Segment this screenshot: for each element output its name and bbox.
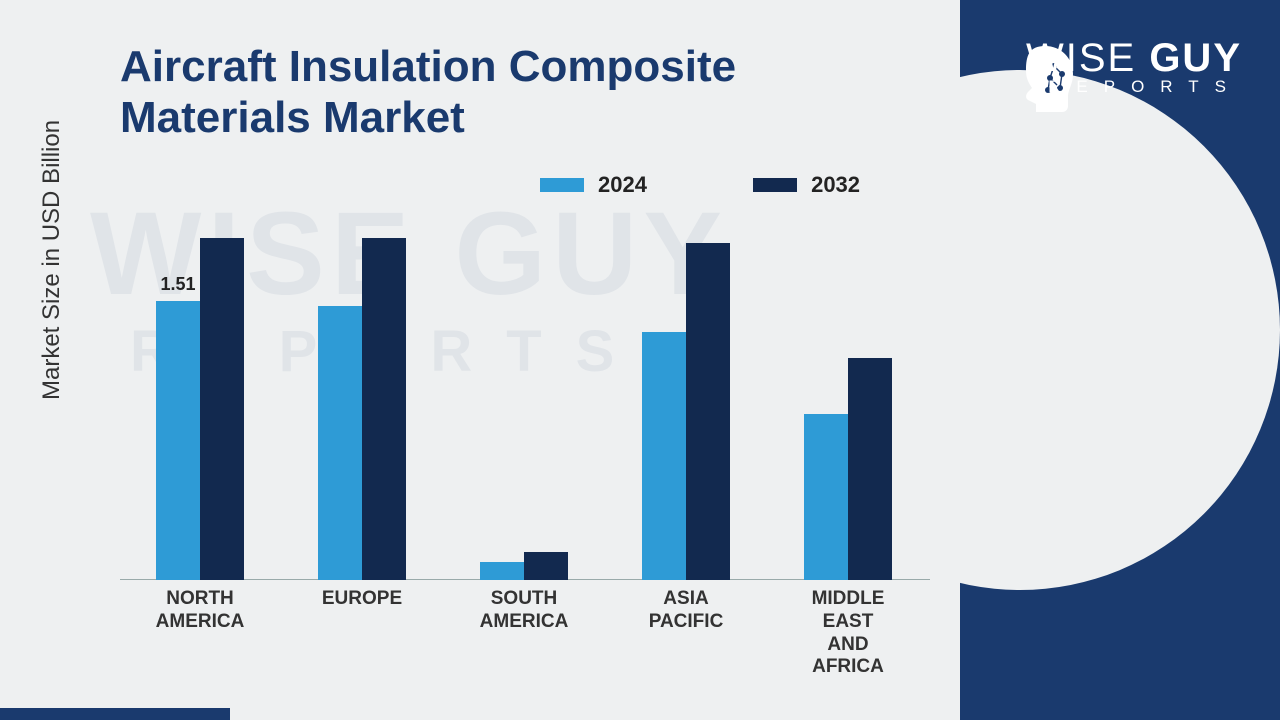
chart-title: Aircraft Insulation Composite Materials … bbox=[120, 42, 740, 143]
legend-item-2032: 2032 bbox=[753, 172, 910, 198]
legend: 2024 2032 bbox=[540, 172, 960, 198]
footer-accent-bar bbox=[0, 708, 230, 720]
brand-word-guy: GUY bbox=[1149, 36, 1242, 80]
x-label: ASIAPACIFIC bbox=[606, 588, 766, 634]
bar-2024 bbox=[156, 301, 200, 580]
brand-line2: REPORTS bbox=[1026, 77, 1242, 97]
x-label: NORTHAMERICA bbox=[120, 588, 280, 634]
bar-2024 bbox=[804, 414, 848, 581]
legend-label-2024: 2024 bbox=[598, 172, 647, 198]
bar-2024 bbox=[642, 332, 686, 580]
bar-2032 bbox=[848, 358, 892, 580]
bar-2032 bbox=[362, 238, 406, 580]
brand-logo: WISE GUY REPORTS bbox=[1026, 36, 1242, 97]
brand-line1: WISE GUY bbox=[1026, 36, 1242, 81]
bar-2032 bbox=[200, 238, 244, 580]
bar-chart: 1.51 bbox=[120, 210, 930, 580]
bar-2024 bbox=[480, 562, 524, 581]
legend-item-2024: 2024 bbox=[540, 172, 697, 198]
y-axis-label: Market Size in USD Billion bbox=[38, 120, 66, 400]
x-label: MIDDLEEASTANDAFRICA bbox=[768, 588, 928, 679]
legend-swatch-2024 bbox=[540, 178, 584, 192]
x-label: SOUTHAMERICA bbox=[444, 588, 604, 634]
bar-2032 bbox=[686, 243, 730, 580]
bar-value-label: 1.51 bbox=[156, 274, 200, 295]
infographic-stage: WISE GUY REPORTS WISE GUY REPORTS Aircra… bbox=[0, 0, 1280, 720]
brand-word-wise: WISE bbox=[1026, 36, 1136, 80]
legend-label-2032: 2032 bbox=[811, 172, 860, 198]
bar-2032 bbox=[524, 552, 568, 580]
x-label: EUROPE bbox=[282, 588, 442, 611]
bar-2024 bbox=[318, 306, 362, 580]
legend-swatch-2032 bbox=[753, 178, 797, 192]
